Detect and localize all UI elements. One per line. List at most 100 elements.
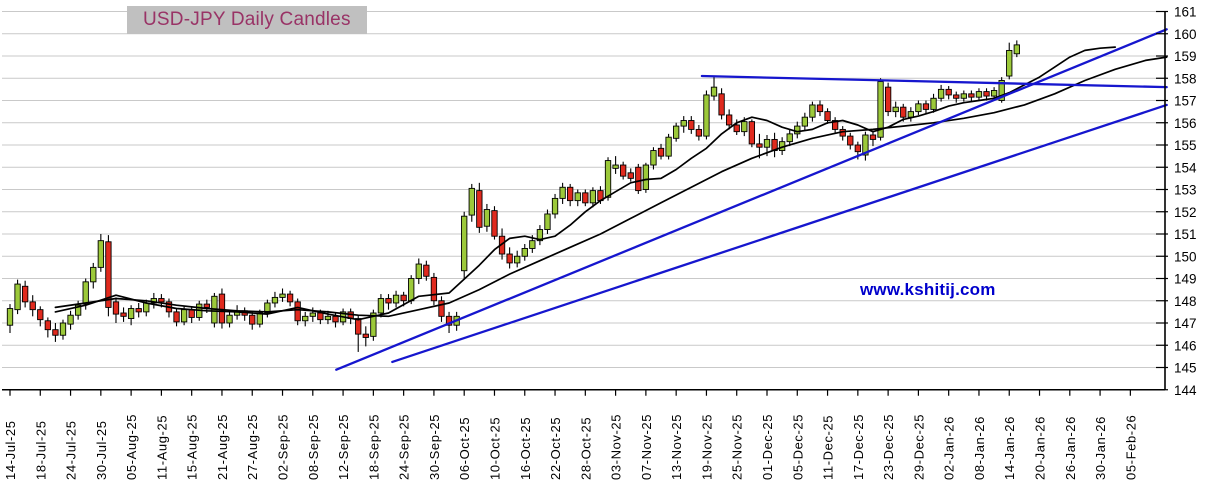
x-tick-label: 05-Feb-26 [1123,415,1138,480]
candle-up [604,157,612,201]
candle-body [29,301,36,311]
y-tick-label: 157 [1174,94,1197,109]
candle-up [67,310,74,330]
y-tick-label: 149 [1174,272,1197,287]
moving-averages [54,46,1168,321]
candle-body [937,88,945,99]
candle-down [953,91,960,103]
x-tick-label: 11-Dec-25 [821,415,836,480]
candle-body [741,121,748,133]
y-tick-label: 147 [1174,316,1197,331]
candle-down [748,119,756,148]
candle-up [514,250,521,268]
y-tick-label: 150 [1174,249,1197,264]
candle-body [476,190,483,228]
candle-body [680,120,687,127]
candle-body [884,86,892,113]
candle-body [173,311,180,323]
candle-body [74,304,82,316]
x-tick-label: 22-Oct-25 [548,417,563,480]
candle-body [226,314,233,324]
candle-body [445,315,453,326]
candle-down [347,308,354,325]
candle-body [968,93,975,98]
candle-body [589,190,597,204]
y-tick-label: 159 [1174,49,1197,64]
candle-up [1013,40,1020,58]
x-tick-label: 14-Jan-26 [1002,416,1017,480]
candle-down [286,290,294,307]
candle-body [332,315,339,323]
trendlines [335,28,1168,371]
candle-body [218,293,226,324]
candle-body [97,240,104,268]
horizontal-resistance-line [700,74,1168,89]
candle-body [536,229,544,242]
candle-body [975,91,983,98]
x-tick-label: 08-Sep-25 [306,414,321,480]
candle-body [521,248,528,257]
candle-body [506,253,513,264]
candle-down [567,183,574,207]
candle-body [264,302,271,314]
candle-up [521,244,528,261]
y-tick-label: 160 [1174,27,1197,42]
candle-body [59,322,67,336]
y-tick-label: 158 [1174,71,1197,86]
candle-down [506,247,513,269]
candle-up [680,116,687,133]
candle-down [884,82,892,117]
candle-body [370,312,377,337]
x-tick-label: 10-Oct-25 [487,417,502,480]
x-tick-label: 17-Dec-25 [851,414,866,480]
candle-down [771,132,778,158]
y-axis: 144 145 146 147 148 149 150 151 152 153 154 155 156 1… [1156,5,1197,398]
candle-up [468,183,475,222]
candle-up [544,209,551,234]
candle-down [385,294,392,310]
x-tick-label: 15-Aug-25 [185,414,200,480]
candle-down [688,116,695,134]
candle-body [930,97,937,110]
candle-body [286,293,294,303]
y-tick-label: 144 [1174,383,1197,398]
candle-body [180,309,188,323]
candles-layer [6,40,1020,352]
candle-down [355,315,362,352]
x-tick-label: 14-Jul-25 [3,420,18,480]
candle-body [127,308,135,320]
candle-up [392,290,400,308]
candle-up [703,90,710,140]
candle-body [67,314,74,325]
candle-body [945,88,952,96]
candle-up [998,77,1005,103]
candle-body [877,81,884,138]
candle-up [14,279,21,315]
x-tick-label: 28-Oct-25 [578,417,593,480]
candle-up [786,129,793,147]
candle-down [173,308,180,327]
candle-up [809,101,816,122]
candle-body [468,187,475,216]
y-tick-label: 151 [1174,227,1197,242]
candle-up [907,107,914,122]
candle-body [688,120,695,130]
candle-down [430,272,438,306]
candle-up [710,77,718,101]
candle-up [415,258,422,285]
candle-down [831,117,839,133]
x-tick-label: 11-Aug-25 [154,415,169,480]
candle-up [6,304,14,334]
candle-body [6,308,14,326]
candle-body [362,333,369,338]
y-tick-label: 154 [1174,160,1197,175]
candle-body [990,90,998,97]
y-tick-label: 146 [1174,338,1197,353]
candle-body [158,298,165,303]
candle-up [302,311,309,327]
candle-up [559,182,566,204]
candle-body [423,264,430,277]
candle-down [726,109,733,130]
x-tick-label: 03-Nov-25 [609,414,624,480]
candle-up [1006,42,1013,80]
